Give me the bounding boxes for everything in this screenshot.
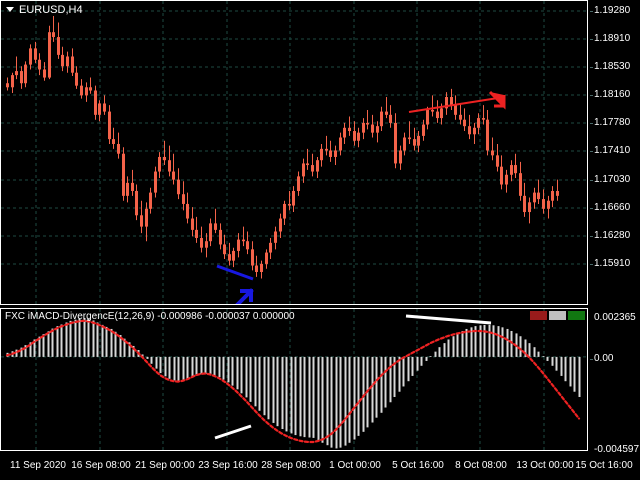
- price-chart-panel[interactable]: [0, 0, 588, 305]
- time-tick-label: 16 Sep 08:00: [71, 460, 131, 471]
- time-tick-label: 28 Sep 08:00: [261, 460, 321, 471]
- time-tick-label: 13 Oct 00:00: [516, 460, 574, 471]
- macd-legend: [530, 311, 585, 320]
- time-tick-label: 23 Sep 16:00: [198, 460, 258, 471]
- macd-tick-label: -0.004597: [594, 444, 640, 455]
- macd-histogram-svg: [1, 309, 587, 450]
- time-tick-label: 8 Oct 08:00: [455, 460, 507, 471]
- price-tick-mark: [590, 236, 593, 237]
- macd-scale-axis[interactable]: 0.002365 0.00 -0.004597: [590, 308, 640, 455]
- price-tick-mark: [590, 39, 593, 40]
- price-tick-label: 1.19280: [594, 5, 631, 16]
- caret-down-icon[interactable]: [6, 6, 14, 12]
- symbol-text: EURUSD,H4: [19, 4, 83, 16]
- macd-plot-area[interactable]: [1, 309, 587, 450]
- price-scale-axis[interactable]: 1.19280 1.18910 1.18530 1.18160 1.17780 1.174…: [590, 0, 640, 305]
- price-tick-mark: [590, 208, 593, 209]
- macd-indicator-title[interactable]: FXC iMACD-DivergencE(12,26,9) -0.000986 …: [5, 311, 295, 322]
- time-tick-label: 11 Sep 2020: [10, 460, 66, 471]
- price-tick-label: 1.17030: [594, 174, 631, 185]
- macd-tick-label: 0.002365: [594, 312, 636, 323]
- price-candlestick-svg: [1, 1, 587, 304]
- time-tick-label: 21 Sep 00:00: [135, 460, 195, 471]
- price-tick-label: 1.18530: [594, 61, 631, 72]
- symbol-timeframe-label[interactable]: EURUSD,H4: [6, 5, 83, 16]
- time-tick-label: 1 Oct 00:00: [329, 460, 381, 471]
- price-tick-label: 1.18160: [594, 89, 631, 100]
- macd-tick-label: 0.00: [594, 353, 614, 364]
- price-tick-label: 1.15910: [594, 258, 631, 269]
- time-tick-label: 15 Oct 16:00: [575, 460, 633, 471]
- time-scale-axis[interactable]: 11 Sep 2020 16 Sep 08:00 21 Sep 00:00 23 Se…: [0, 455, 640, 480]
- price-tick-mark: [590, 11, 593, 12]
- price-tick-mark: [590, 180, 593, 181]
- price-tick-label: 1.17780: [594, 117, 631, 128]
- price-tick-mark: [590, 123, 593, 124]
- price-tick-mark: [590, 95, 593, 96]
- legend-swatch-gray: [549, 311, 566, 320]
- price-tick-label: 1.16280: [594, 230, 631, 241]
- macd-indicator-panel[interactable]: [0, 308, 588, 451]
- price-tick-label: 1.17410: [594, 145, 631, 156]
- price-tick-mark: [590, 264, 593, 265]
- price-tick-label: 1.16660: [594, 202, 631, 213]
- price-tick-mark: [590, 67, 593, 68]
- time-tick-label: 5 Oct 16:00: [392, 460, 444, 471]
- legend-swatch-green: [568, 311, 585, 320]
- price-plot-area[interactable]: [1, 1, 587, 304]
- price-tick-mark: [590, 151, 593, 152]
- macd-tick-mark: [590, 359, 593, 360]
- legend-swatch-red: [530, 311, 547, 320]
- price-tick-label: 1.18910: [594, 33, 631, 44]
